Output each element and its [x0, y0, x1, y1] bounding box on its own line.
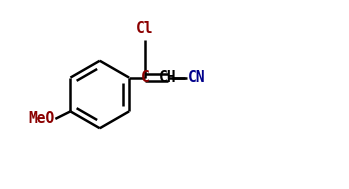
Text: MeO: MeO — [28, 111, 54, 126]
Text: CN: CN — [187, 70, 205, 85]
Text: CH: CH — [159, 70, 177, 85]
Text: C: C — [141, 70, 149, 85]
Text: Cl: Cl — [136, 21, 154, 36]
